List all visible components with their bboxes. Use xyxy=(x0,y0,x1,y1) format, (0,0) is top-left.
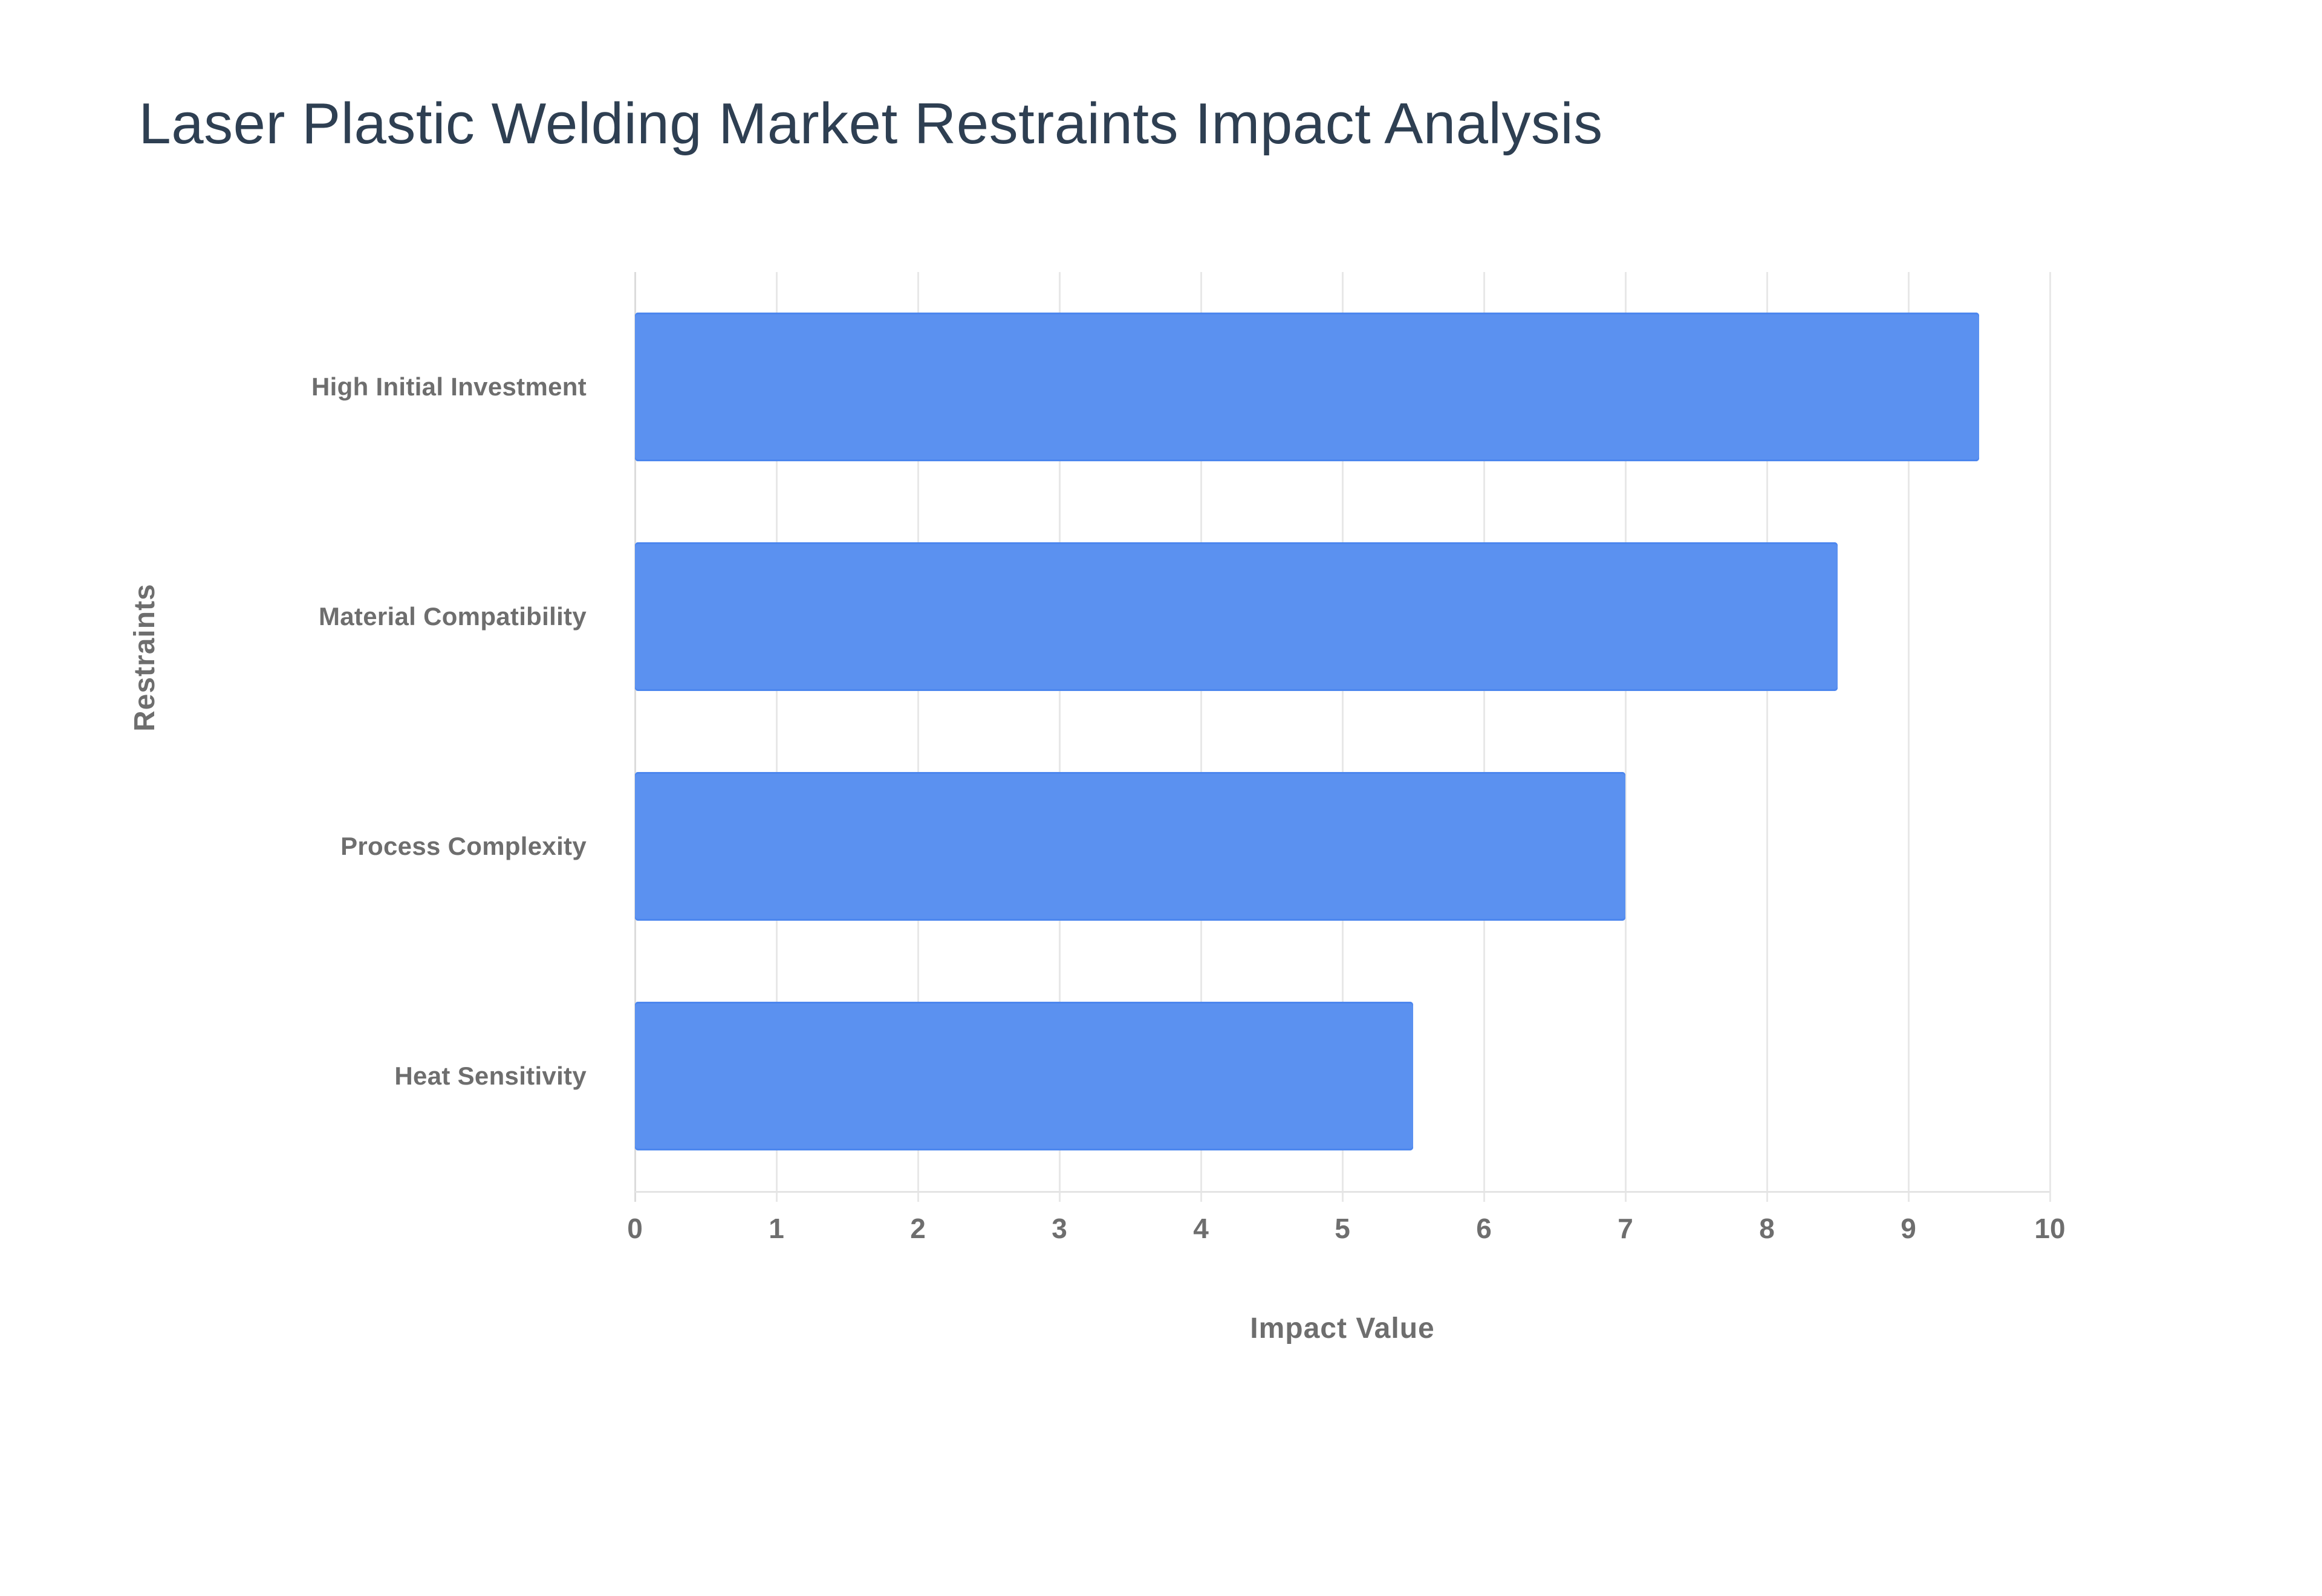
bar-band xyxy=(635,502,2050,731)
x-tick-label: 10 xyxy=(2034,1213,2066,1244)
x-axis-title: Impact Value xyxy=(1250,1312,1435,1345)
x-tick-label: 6 xyxy=(1476,1213,1492,1244)
gridline-2 xyxy=(917,272,919,1202)
y-axis-tick-labels: High Initial Investment Material Compatib… xyxy=(0,272,611,1191)
gridline-3 xyxy=(1059,272,1061,1202)
gridline-0 xyxy=(634,272,636,1202)
x-tick-label: 4 xyxy=(1193,1213,1209,1244)
y-tick-label: Process Complexity xyxy=(340,832,587,860)
x-tick-label: 7 xyxy=(1618,1213,1633,1244)
gridline-8 xyxy=(1766,272,1768,1202)
x-tick-label: 3 xyxy=(1052,1213,1067,1244)
x-tick-label: 9 xyxy=(1901,1213,1916,1244)
x-axis-tick-labels: 0 1 2 3 4 5 6 7 8 9 10 xyxy=(627,1212,2065,1279)
bar-band xyxy=(635,961,2050,1191)
bar[interactable] xyxy=(635,1002,1413,1150)
gridline-4 xyxy=(1200,272,1202,1202)
chart-title: Laser Plastic Welding Market Restraints … xyxy=(138,91,1603,156)
bar-band xyxy=(635,731,2050,961)
gridline-10 xyxy=(2049,272,2051,1202)
plot-area xyxy=(634,272,2051,1202)
y-tick-label: High Initial Investment xyxy=(311,372,587,401)
x-tick-label: 5 xyxy=(1335,1213,1350,1244)
y-tick-label: Heat Sensitivity xyxy=(394,1062,587,1090)
x-tick-label: 1 xyxy=(769,1213,784,1244)
y-axis-title: Restraints xyxy=(129,583,161,731)
x-tick-label: 0 xyxy=(627,1213,643,1244)
gridline-5 xyxy=(1342,272,1344,1202)
gridline-9 xyxy=(1908,272,1910,1202)
gridline-7 xyxy=(1625,272,1627,1202)
x-tick-label: 2 xyxy=(910,1213,926,1244)
gridline-6 xyxy=(1483,272,1485,1202)
x-tick-label: 8 xyxy=(1759,1213,1775,1244)
gridline-1 xyxy=(776,272,778,1202)
bar[interactable] xyxy=(635,313,1979,461)
x-axis-line xyxy=(635,1191,2050,1193)
bar[interactable] xyxy=(635,772,1625,921)
bar[interactable] xyxy=(635,542,1838,691)
bar-band xyxy=(635,272,2050,502)
y-tick-label: Material Compatibility xyxy=(318,602,587,631)
